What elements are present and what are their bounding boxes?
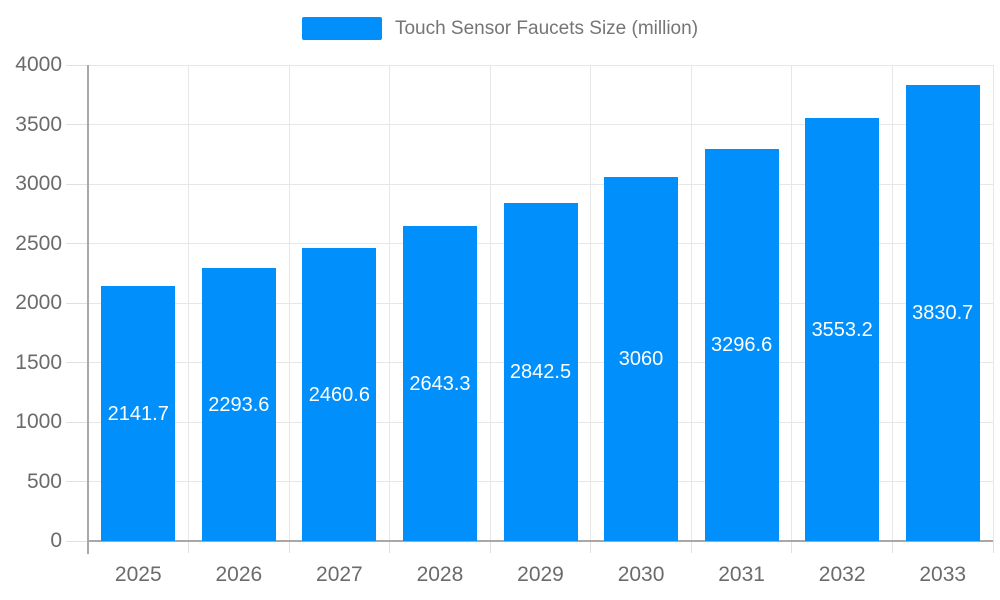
- y-gridline: [88, 64, 993, 66]
- bar[interactable]: [201, 268, 276, 541]
- y-gridline: [88, 183, 993, 185]
- y-axis-tick: [66, 124, 88, 125]
- x-gridline: [288, 65, 290, 541]
- bar-value-label: 3296.6: [711, 333, 773, 356]
- bar-value-label: 2293.6: [208, 393, 270, 416]
- y-axis-label: 1000: [15, 410, 62, 433]
- x-axis-tick: [590, 541, 592, 553]
- x-axis-tick: [389, 541, 391, 553]
- bar-value-label: 3830.7: [912, 302, 974, 325]
- bar[interactable]: [805, 118, 880, 541]
- y-axis-tick: [66, 540, 88, 542]
- bar-value-label: 2460.6: [308, 383, 370, 406]
- legend-label: Touch Sensor Faucets Size (million): [394, 18, 699, 39]
- bar[interactable]: [402, 226, 477, 541]
- x-axis-label: 2026: [215, 563, 263, 586]
- bar[interactable]: [503, 202, 578, 541]
- y-axis-tick: [66, 243, 88, 244]
- y-axis-label: 4000: [15, 53, 62, 76]
- x-axis-tick: [188, 541, 190, 553]
- y-axis-tick: [66, 481, 88, 482]
- bar-value-label: 2842.5: [509, 360, 572, 383]
- y-axis-label: 2500: [15, 231, 62, 255]
- x-gridline: [992, 65, 994, 541]
- x-axis-label: 2030: [617, 563, 665, 586]
- bar[interactable]: [704, 148, 779, 541]
- y-axis-label: 1500: [15, 350, 62, 374]
- y-axis-tick: [66, 302, 88, 304]
- x-axis-tick: [791, 541, 793, 553]
- y-axis-label: 3000: [15, 172, 62, 195]
- bar[interactable]: [604, 176, 679, 541]
- x-axis-label: 2032: [818, 563, 866, 586]
- y-axis-label: 500: [26, 469, 62, 493]
- x-axis-tick: [489, 541, 491, 553]
- x-gridline: [590, 65, 592, 541]
- y-gridline: [88, 124, 993, 125]
- bar-value-label: 2643.3: [409, 372, 471, 395]
- legend-item[interactable]: Touch Sensor Faucets Size (million): [0, 17, 1000, 40]
- bar-value-label: 2141.7: [107, 402, 169, 425]
- x-axis-label: 2028: [416, 563, 464, 586]
- y-axis-line: [86, 65, 89, 554]
- x-gridline: [791, 65, 793, 541]
- x-axis-tick: [891, 541, 893, 553]
- bar[interactable]: [101, 286, 176, 541]
- x-axis-label: 2029: [517, 563, 564, 586]
- x-gridline: [891, 65, 893, 541]
- y-axis-label: 2000: [15, 291, 62, 314]
- x-gridline: [188, 65, 190, 541]
- y-axis-label: 3500: [15, 112, 62, 136]
- x-gridline: [389, 65, 391, 541]
- x-axis-tick: [288, 541, 290, 553]
- x-axis-tick: [690, 541, 692, 553]
- y-axis-label: 0: [50, 529, 62, 552]
- x-axis-label: 2025: [114, 563, 162, 586]
- x-axis-label: 2033: [919, 563, 967, 586]
- y-axis-tick: [66, 362, 88, 363]
- y-axis-tick: [66, 421, 88, 423]
- bar[interactable]: [905, 85, 980, 541]
- bar-value-label: 3060: [618, 347, 664, 370]
- legend-swatch: [301, 17, 382, 40]
- bar-value-label: 3553.2: [811, 318, 873, 341]
- x-axis-label: 2031: [718, 563, 765, 586]
- bar[interactable]: [302, 248, 377, 541]
- x-gridline: [690, 65, 692, 541]
- y-axis-tick: [66, 183, 88, 185]
- y-axis-tick: [66, 64, 88, 66]
- x-axis-label: 2027: [316, 563, 363, 586]
- x-gridline: [489, 65, 491, 541]
- x-axis-tick: [992, 541, 994, 553]
